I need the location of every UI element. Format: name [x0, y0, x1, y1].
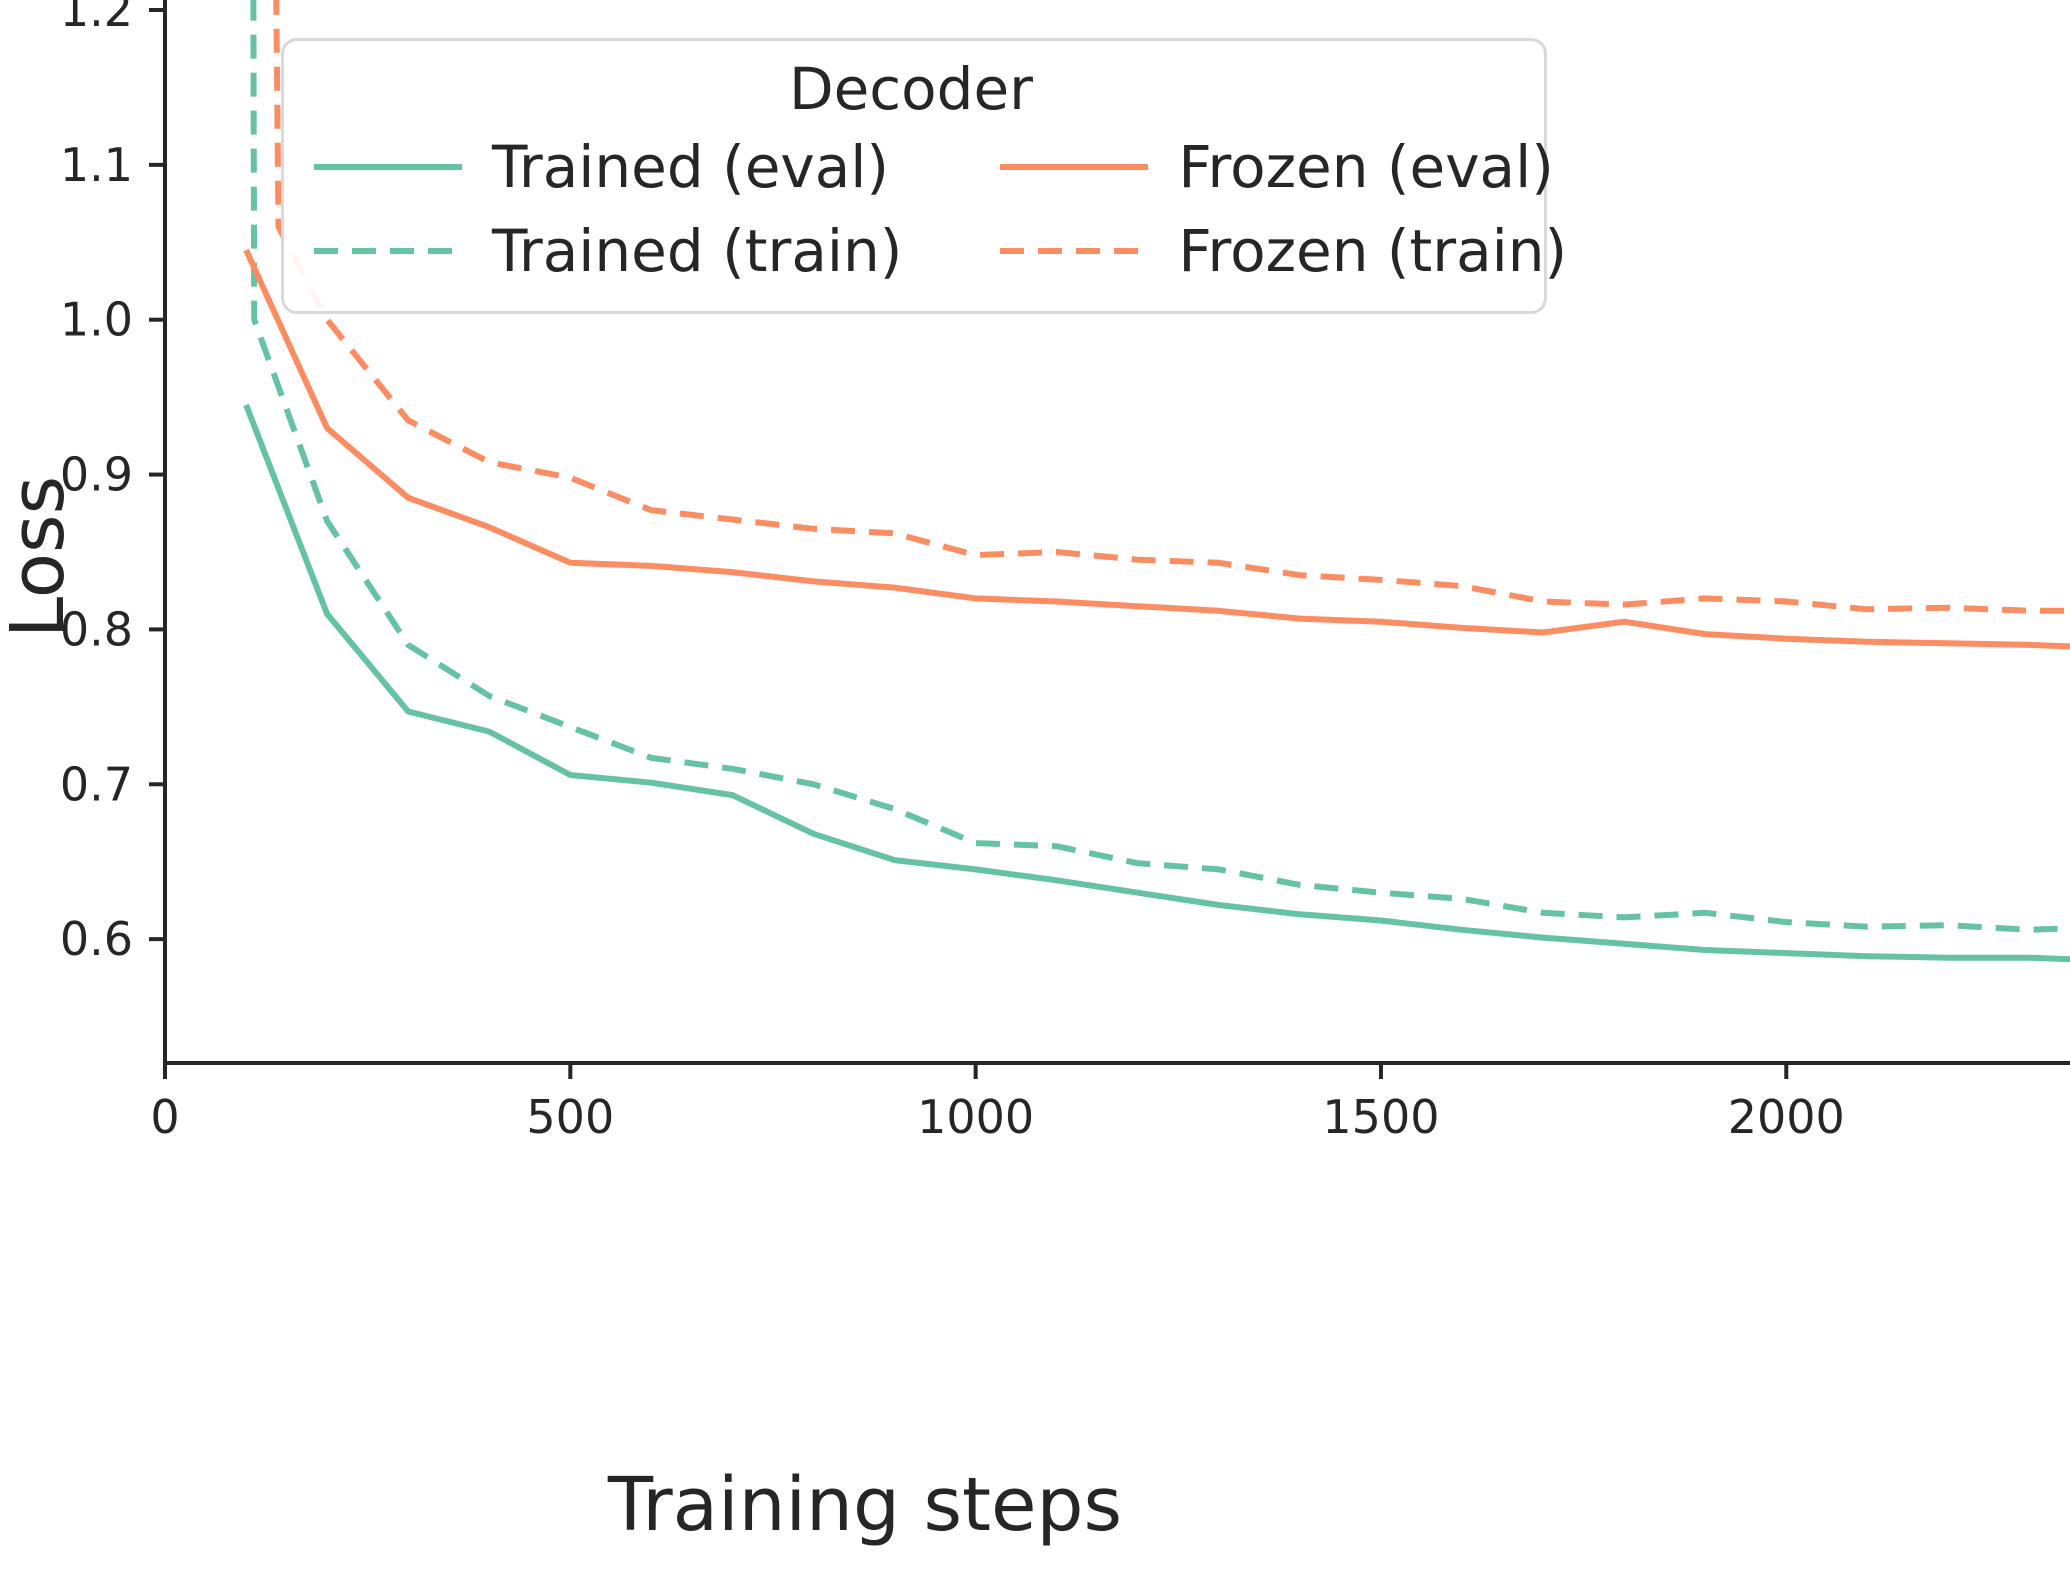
y-tick-label: 0.6	[60, 912, 133, 966]
series-line-trained-eval	[243, 403, 2070, 963]
x-axis-label: Training steps	[607, 1462, 1123, 1548]
legend-entry-trained-train: Trained (train)	[312, 217, 902, 285]
legend-line-sample-frozen-eval	[1000, 164, 1149, 170]
y-tick-label: 1.0	[60, 293, 133, 347]
legend-title: Decoder	[788, 55, 1034, 123]
legend: Decoder Trained (eval) Frozen (eval) Train…	[281, 38, 1567, 314]
legend-label: Trained (train)	[492, 217, 903, 285]
legend-entry-trained-eval: Trained (eval)	[312, 133, 902, 201]
y-tick-label: 1.2	[60, 0, 133, 37]
legend-entry-frozen-eval: Frozen (eval)	[998, 133, 1567, 201]
x-tick-label: 2000	[1728, 1090, 1845, 1144]
y-tick-label: 0.8	[60, 602, 133, 656]
series-line-trained-train	[250, 0, 2070, 933]
legend-grid: Trained (eval) Frozen (eval) Trained (trai…	[312, 133, 1567, 285]
legend-line-sample-frozen-train	[1000, 248, 1149, 254]
x-tick-label: 500	[526, 1090, 614, 1144]
series-line-frozen-eval	[243, 248, 2070, 650]
y-tick-label: 0.9	[60, 448, 133, 502]
legend-line-sample-trained-train	[314, 248, 462, 254]
x-tick-label: 0	[150, 1090, 179, 1144]
legend-entry-frozen-train: Frozen (train)	[998, 217, 1567, 285]
x-tick-label: 1000	[917, 1090, 1034, 1144]
legend-label: Frozen (train)	[1178, 217, 1568, 285]
series-line-frozen-train	[273, 0, 2070, 614]
y-axis-label: Loss	[0, 475, 81, 639]
x-tick-label: 1500	[1322, 1090, 1439, 1144]
y-tick-label: 0.7	[60, 757, 133, 811]
legend-label: Frozen (eval)	[1178, 133, 1554, 201]
legend-label: Trained (eval)	[492, 133, 890, 201]
legend-line-sample-trained-eval	[314, 164, 462, 170]
y-tick-label: 1.1	[60, 138, 133, 192]
